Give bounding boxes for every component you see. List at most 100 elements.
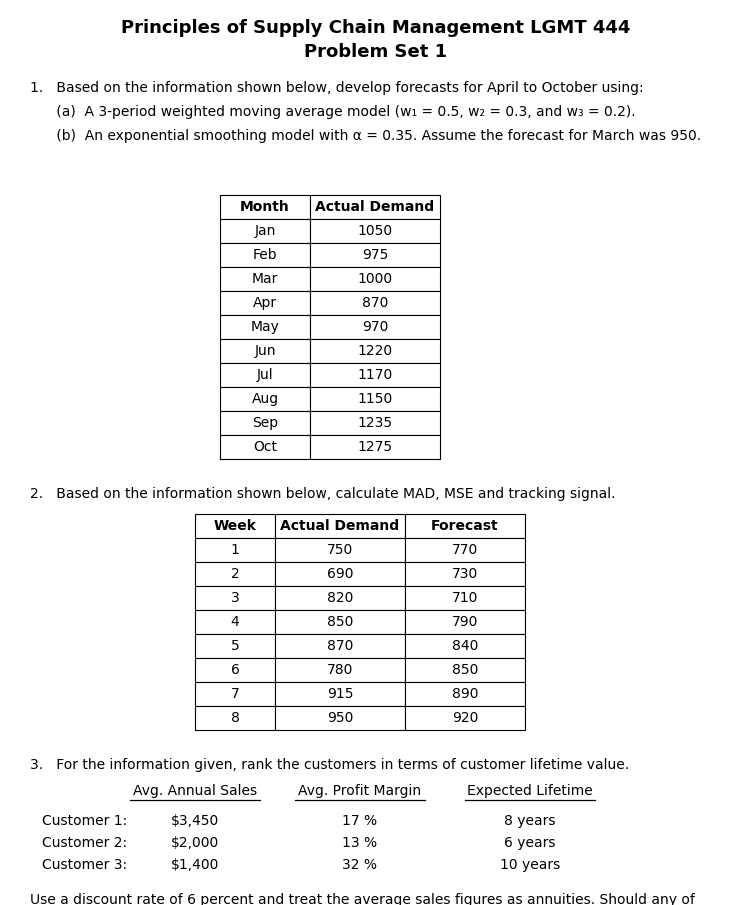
Text: 770: 770: [452, 543, 478, 557]
Bar: [195, 538, 275, 562]
Bar: [275, 682, 405, 706]
Bar: [405, 586, 525, 610]
Bar: [310, 291, 440, 315]
Bar: [310, 387, 440, 411]
Bar: [310, 195, 440, 219]
Bar: [195, 706, 275, 730]
Bar: [310, 435, 440, 459]
Text: 710: 710: [452, 591, 478, 605]
Text: 4: 4: [231, 615, 239, 629]
Bar: [220, 291, 310, 315]
Text: 975: 975: [362, 248, 388, 262]
Bar: [405, 706, 525, 730]
Text: 850: 850: [452, 663, 478, 677]
Text: 1170: 1170: [357, 368, 393, 382]
Bar: [220, 411, 310, 435]
Text: 2.   Based on the information shown below, calculate MAD, MSE and tracking signa: 2. Based on the information shown below,…: [30, 487, 615, 501]
Text: $2,000: $2,000: [171, 836, 219, 850]
Bar: [275, 538, 405, 562]
Text: 6: 6: [231, 663, 239, 677]
Text: 850: 850: [327, 615, 353, 629]
Text: 730: 730: [452, 567, 478, 581]
Text: 10 years: 10 years: [500, 858, 560, 872]
Bar: [275, 562, 405, 586]
Text: 7: 7: [231, 687, 239, 701]
Bar: [195, 682, 275, 706]
Text: $1,400: $1,400: [171, 858, 219, 872]
Bar: [195, 586, 275, 610]
Text: 870: 870: [327, 639, 353, 653]
Text: 3.   For the information given, rank the customers in terms of customer lifetime: 3. For the information given, rank the c…: [30, 758, 629, 772]
Text: Jul: Jul: [256, 368, 273, 382]
Text: Apr: Apr: [253, 296, 277, 310]
Text: 8: 8: [231, 711, 239, 725]
Bar: [310, 243, 440, 267]
Text: Month: Month: [240, 200, 290, 214]
Text: Aug: Aug: [251, 392, 278, 406]
Text: 1235: 1235: [357, 416, 393, 430]
Text: Avg. Annual Sales: Avg. Annual Sales: [133, 784, 257, 798]
Text: Principles of Supply Chain Management LGMT 444: Principles of Supply Chain Management LG…: [121, 19, 631, 37]
Bar: [275, 634, 405, 658]
Bar: [220, 315, 310, 339]
Text: 1050: 1050: [357, 224, 393, 238]
Text: 17 %: 17 %: [342, 814, 378, 828]
Text: 950: 950: [327, 711, 353, 725]
Text: Week: Week: [214, 519, 256, 533]
Text: 970: 970: [362, 320, 388, 334]
Text: 750: 750: [327, 543, 353, 557]
Bar: [220, 387, 310, 411]
Text: Oct: Oct: [253, 440, 277, 454]
Bar: [220, 243, 310, 267]
Text: 3: 3: [231, 591, 239, 605]
Bar: [310, 315, 440, 339]
Text: 790: 790: [452, 615, 478, 629]
Bar: [405, 634, 525, 658]
Bar: [405, 682, 525, 706]
Bar: [405, 658, 525, 682]
Text: 1220: 1220: [357, 344, 393, 358]
Bar: [275, 658, 405, 682]
Text: 5: 5: [231, 639, 239, 653]
Text: 1000: 1000: [357, 272, 393, 286]
Text: Problem Set 1: Problem Set 1: [305, 43, 447, 61]
Bar: [195, 610, 275, 634]
Text: Sep: Sep: [252, 416, 278, 430]
Bar: [405, 514, 525, 538]
Bar: [310, 411, 440, 435]
Text: 690: 690: [327, 567, 353, 581]
Bar: [275, 706, 405, 730]
Bar: [220, 435, 310, 459]
Bar: [310, 267, 440, 291]
Text: Customer 3:: Customer 3:: [42, 858, 127, 872]
Text: Customer 2:: Customer 2:: [42, 836, 127, 850]
Text: Actual Demand: Actual Demand: [280, 519, 399, 533]
Bar: [220, 195, 310, 219]
Bar: [275, 610, 405, 634]
Bar: [310, 363, 440, 387]
Text: (a)  A 3-period weighted moving average model (w₁ = 0.5, w₂ = 0.3, and w₃ = 0.2): (a) A 3-period weighted moving average m…: [30, 105, 635, 119]
Bar: [310, 219, 440, 243]
Text: Customer 1:: Customer 1:: [42, 814, 127, 828]
Text: Feb: Feb: [253, 248, 277, 262]
Text: $3,450: $3,450: [171, 814, 219, 828]
Text: Jan: Jan: [254, 224, 276, 238]
Text: Avg. Profit Margin: Avg. Profit Margin: [299, 784, 422, 798]
Text: 915: 915: [327, 687, 353, 701]
Bar: [275, 586, 405, 610]
Text: May: May: [250, 320, 280, 334]
Text: 920: 920: [452, 711, 478, 725]
Bar: [220, 363, 310, 387]
Text: Use a discount rate of 6 percent and treat the average sales figures as annuitie: Use a discount rate of 6 percent and tre…: [30, 893, 695, 905]
Text: 840: 840: [452, 639, 478, 653]
Bar: [195, 514, 275, 538]
Text: Mar: Mar: [252, 272, 278, 286]
Text: 32 %: 32 %: [342, 858, 378, 872]
Text: 6 years: 6 years: [505, 836, 556, 850]
Bar: [310, 339, 440, 363]
Text: 780: 780: [327, 663, 353, 677]
Text: 1150: 1150: [357, 392, 393, 406]
Bar: [195, 658, 275, 682]
Text: Jun: Jun: [254, 344, 276, 358]
Text: 1275: 1275: [357, 440, 393, 454]
